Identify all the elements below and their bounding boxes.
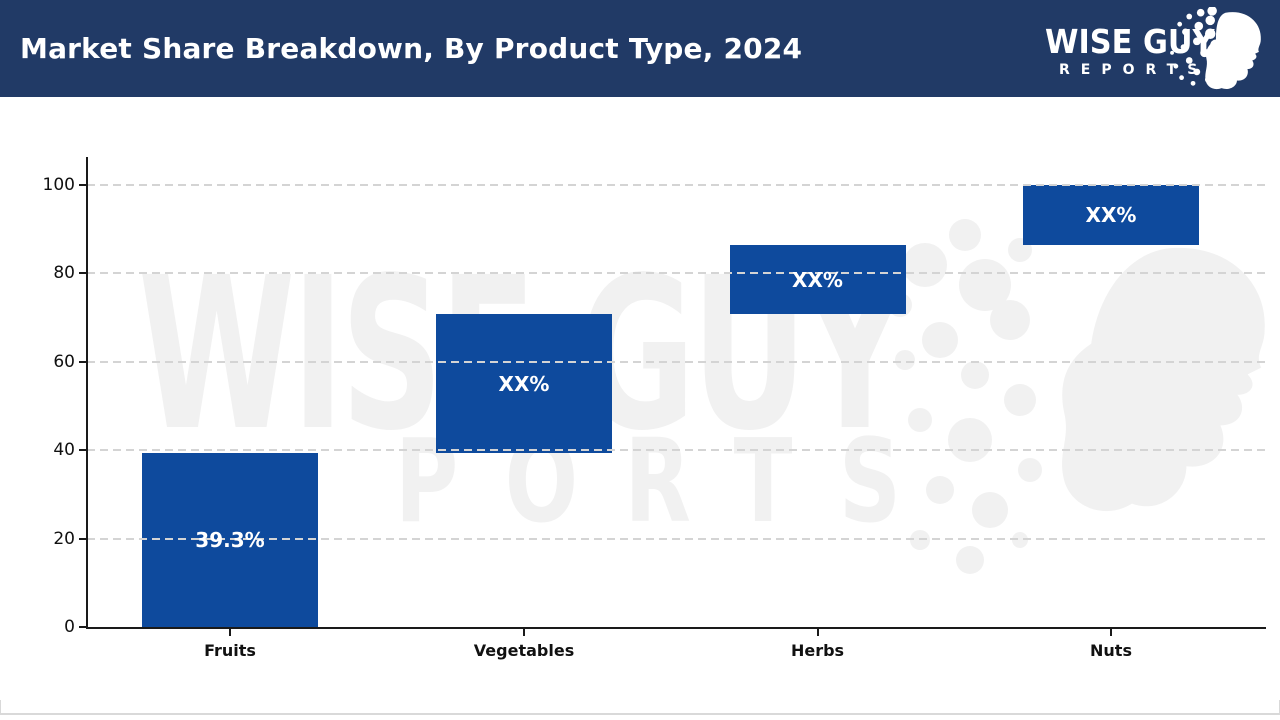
- x-tick-mark: [1110, 629, 1112, 636]
- header-bar: Market Share Breakdown, By Product Type,…: [0, 0, 1280, 97]
- logo-head-icon: [1170, 7, 1261, 90]
- bottom-border-line: [0, 713, 1280, 715]
- y-tick-label: 80: [53, 263, 75, 284]
- y-tick-mark: [79, 626, 87, 628]
- bar-vegetables: [436, 314, 612, 454]
- x-tick-mark: [816, 629, 819, 636]
- gridline-y20: [87, 537, 1266, 540]
- x-tick-label-herbs: Herbs: [790, 641, 845, 660]
- gridline-y100: [87, 184, 1266, 186]
- y-tick-label: 100: [42, 175, 75, 195]
- x-tick-label-fruits: Fruits: [204, 641, 256, 660]
- logo-reports-text: REPORTS: [1059, 62, 1209, 78]
- y-axis-line: [86, 157, 88, 629]
- gridline-y80: [87, 272, 1266, 275]
- bar-fruits: [142, 453, 318, 627]
- x-tick-label-nuts: Nuts: [1090, 641, 1132, 660]
- logo-wiseguy-text: WISE GUY: [1045, 22, 1215, 61]
- y-tick-mark: [79, 449, 87, 452]
- y-tick-mark: [79, 360, 87, 363]
- gridline-y40: [87, 449, 1266, 452]
- y-tick-label: 0: [64, 617, 75, 637]
- bar-value-label: XX%: [498, 371, 550, 396]
- y-tick-mark: [79, 272, 87, 275]
- y-tick-mark: [79, 537, 87, 540]
- bar-nuts: [1023, 185, 1199, 246]
- bar-value-label: 39.3%: [195, 528, 265, 553]
- y-tick-mark: [79, 184, 87, 186]
- watermark-head-icon: [888, 219, 1265, 574]
- page-title: Market Share Breakdown, By Product Type,…: [20, 32, 803, 65]
- y-tick-label: 40: [53, 440, 75, 461]
- bar-herbs: [729, 245, 906, 315]
- bar-value-label: XX%: [1085, 203, 1137, 228]
- x-tick-label-vegetables: Vegetables: [473, 641, 575, 660]
- x-tick-mark: [523, 629, 525, 636]
- y-tick-label: 60: [53, 351, 75, 372]
- gridline-y60: [87, 360, 1266, 363]
- wise-guy-reports-logo: WISE GUY REPORTS: [1045, 0, 1280, 97]
- y-tick-label: 20: [53, 528, 75, 549]
- x-axis-line: [86, 627, 1266, 629]
- left-border-line: [0, 700, 1, 715]
- bar-value-label: XX%: [792, 267, 843, 292]
- x-tick-mark: [229, 629, 231, 636]
